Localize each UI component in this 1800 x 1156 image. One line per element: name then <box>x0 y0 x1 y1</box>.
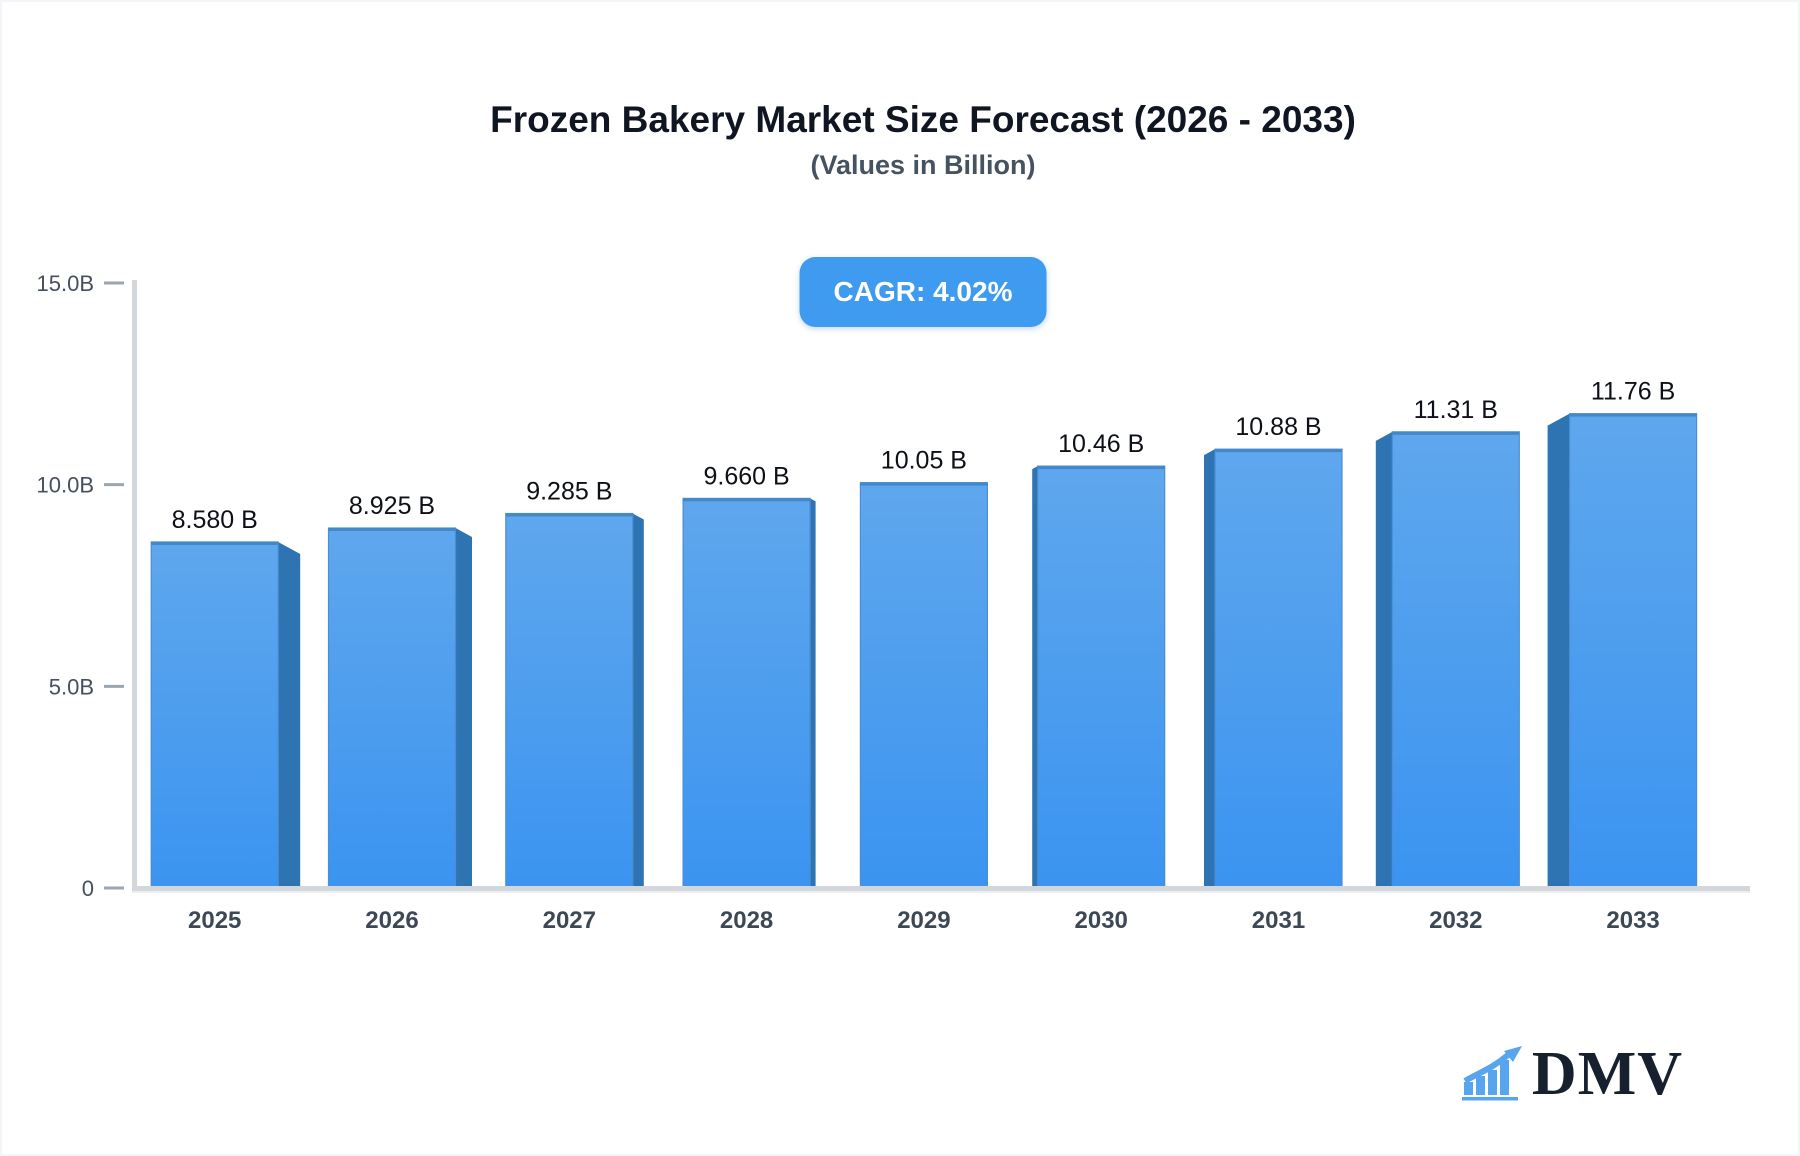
rising-bar-chart-arrow-icon <box>1461 1046 1522 1101</box>
bar-side-face <box>1204 449 1215 887</box>
bar-2029: 10.05 B 2029 <box>859 447 989 934</box>
x-axis-category-label: 2025 <box>188 907 241 934</box>
bar-side-face <box>278 541 301 887</box>
x-axis-category-label: 2030 <box>1075 907 1128 934</box>
bar-2030: 10.46 B 2030 <box>1032 430 1166 934</box>
logo-text: DMV <box>1531 1040 1683 1108</box>
bar-front-face <box>1214 448 1343 888</box>
bar-front-face <box>859 482 989 888</box>
bar-side-face <box>1375 431 1393 887</box>
cagr-badge-label: CAGR: 4.02% <box>833 276 1013 307</box>
bar-side-face <box>632 513 644 887</box>
x-axis-shadow <box>132 891 1750 893</box>
y-axis-tick-label: 5.0B <box>49 674 94 699</box>
bar-side-face <box>1547 413 1570 887</box>
bar-front-face <box>682 497 811 888</box>
chart-subtitle: (Values in Billion) <box>810 150 1036 180</box>
bar-front-face <box>505 512 634 888</box>
bar-2032: 11.31 B 2032 <box>1375 396 1520 934</box>
bar-front-face <box>150 541 279 888</box>
x-axis-category-label: 2026 <box>365 907 418 934</box>
bar-2026: 8.925 B 2026 <box>327 492 472 934</box>
x-axis-category-label: 2031 <box>1252 907 1305 934</box>
chart-title: Frozen Bakery Market Size Forecast (2026… <box>490 99 1356 140</box>
dmv-logo: DMV <box>1461 1040 1683 1108</box>
y-axis-tick-label: 15.0B <box>37 271 95 296</box>
bar-value-label: 10.88 B <box>1235 413 1321 441</box>
y-axis-line <box>132 280 137 891</box>
x-axis-category-label: 2033 <box>1606 907 1659 934</box>
x-axis-line <box>132 886 1750 891</box>
bar-value-label: 8.925 B <box>349 492 435 520</box>
x-axis-category-label: 2029 <box>897 907 950 934</box>
x-axis-category-label: 2028 <box>720 907 773 934</box>
bar-side-face <box>810 498 816 887</box>
y-axis-tick-label: 0 <box>82 876 94 901</box>
cagr-badge: CAGR: 4.02% <box>799 257 1047 327</box>
bar-value-label: 10.05 B <box>881 447 967 475</box>
bar-value-label: 9.285 B <box>526 478 612 506</box>
bar-side-face <box>455 528 472 887</box>
bar-2027: 9.285 B 2027 <box>505 478 644 934</box>
bar-front-face <box>327 527 457 888</box>
x-axis-category-label: 2027 <box>543 907 596 934</box>
bar-2031: 10.88 B 2031 <box>1204 413 1343 934</box>
x-axis-category-label: 2032 <box>1429 907 1482 934</box>
bar-front-face <box>1037 465 1166 888</box>
bar-side-face <box>1032 466 1038 887</box>
bar-value-label: 11.31 B <box>1414 396 1498 424</box>
bar-2025: 8.580 B 2025 <box>150 506 301 934</box>
bar-2028: 9.660 B 2028 <box>682 462 816 934</box>
y-axis-tick-label: 10.0B <box>37 473 95 498</box>
bar-value-label: 8.580 B <box>172 506 258 534</box>
bar-2033: 11.76 B 2033 <box>1547 378 1698 934</box>
bar-value-label: 11.76 B <box>1591 378 1675 406</box>
bar-front-face <box>1568 413 1698 888</box>
bar-front-face <box>1391 431 1520 888</box>
bar-value-label: 10.46 B <box>1058 430 1144 458</box>
bar-value-label: 9.660 B <box>704 462 790 490</box>
